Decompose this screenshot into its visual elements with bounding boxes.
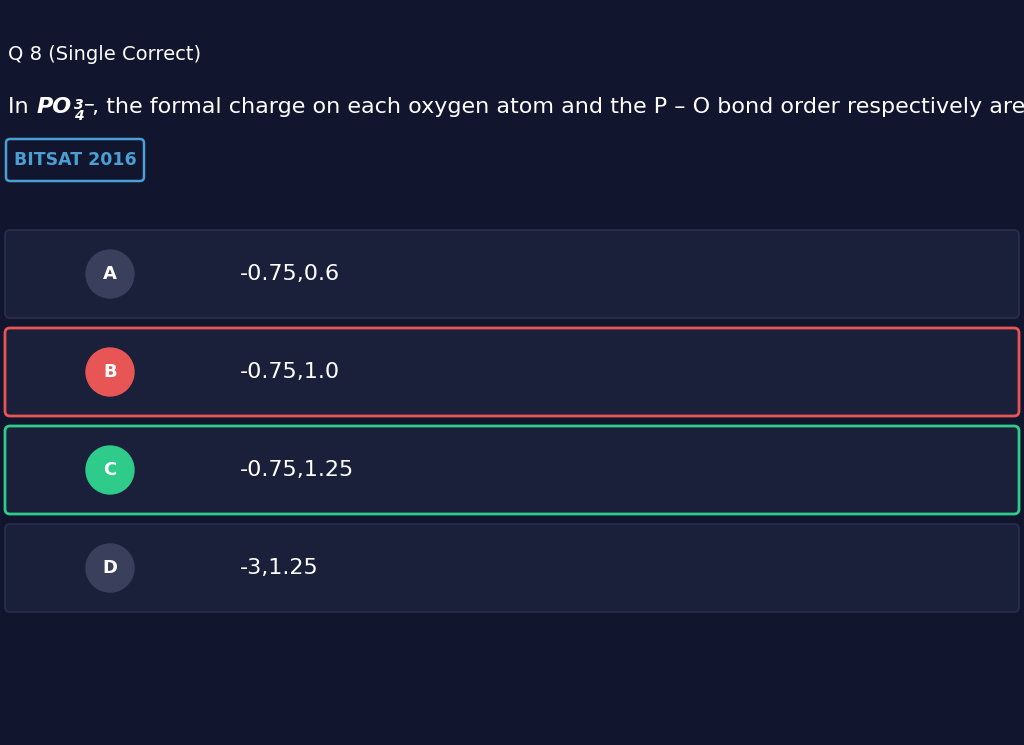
Text: D: D <box>102 559 118 577</box>
Text: PO: PO <box>37 97 72 117</box>
Text: -0.75,1.25: -0.75,1.25 <box>240 460 354 480</box>
Text: -0.75,1.0: -0.75,1.0 <box>240 362 340 382</box>
FancyBboxPatch shape <box>6 139 144 181</box>
Text: 4: 4 <box>74 109 84 123</box>
Circle shape <box>86 348 134 396</box>
Circle shape <box>86 544 134 592</box>
FancyBboxPatch shape <box>5 426 1019 514</box>
Text: A: A <box>103 265 117 283</box>
Circle shape <box>86 446 134 494</box>
Text: BITSAT 2016: BITSAT 2016 <box>13 151 136 169</box>
FancyBboxPatch shape <box>5 524 1019 612</box>
Text: Q 8 (Single Correct): Q 8 (Single Correct) <box>8 45 201 64</box>
Circle shape <box>86 250 134 298</box>
Text: B: B <box>103 363 117 381</box>
Text: C: C <box>103 461 117 479</box>
FancyBboxPatch shape <box>5 328 1019 416</box>
Text: 3−: 3− <box>74 98 95 112</box>
Text: -0.75,0.6: -0.75,0.6 <box>240 264 340 284</box>
Text: , the formal charge on each oxygen atom and the P – O bond order respectively ar: , the formal charge on each oxygen atom … <box>92 97 1024 117</box>
FancyBboxPatch shape <box>5 230 1019 318</box>
Text: In: In <box>8 97 36 117</box>
Text: -3,1.25: -3,1.25 <box>240 558 318 578</box>
